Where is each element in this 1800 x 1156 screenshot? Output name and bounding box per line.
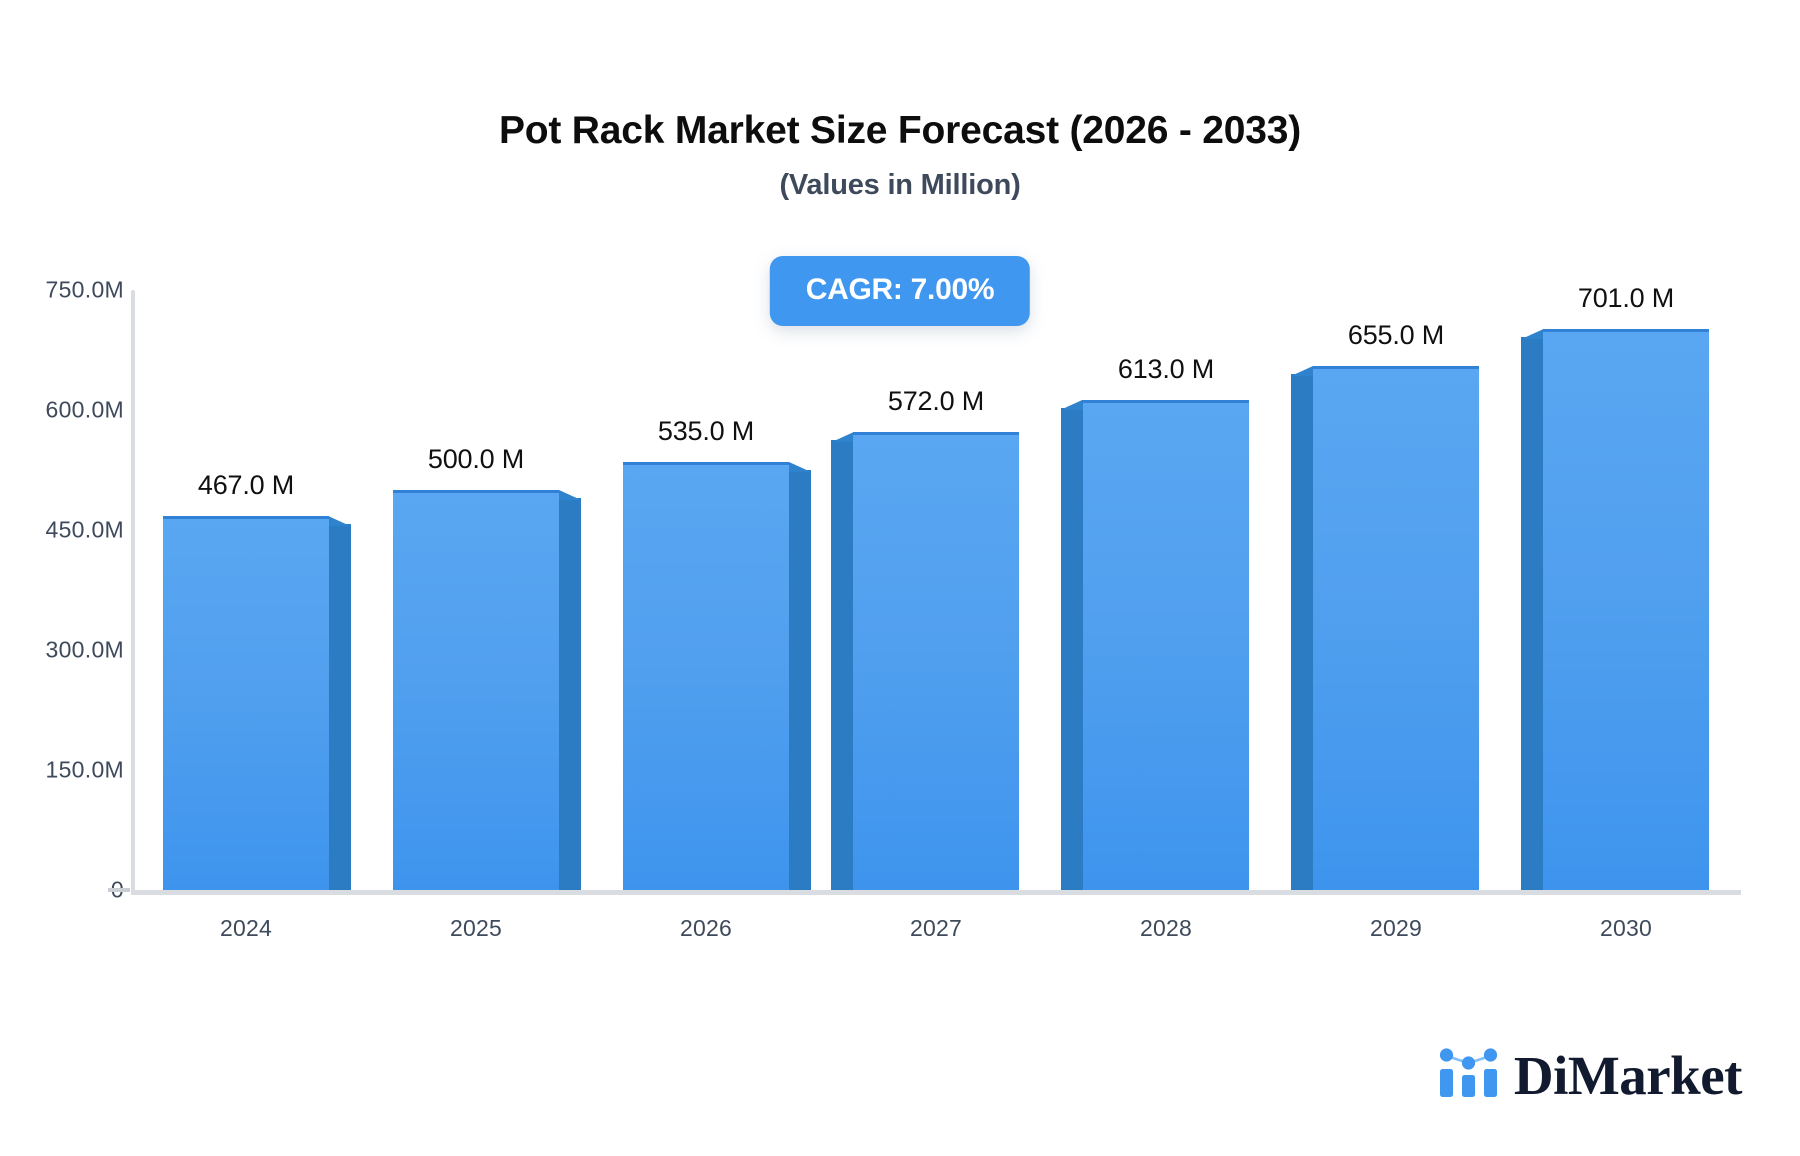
bar-value-label: 701.0 M <box>1577 283 1675 314</box>
bar-front-face <box>853 432 1019 890</box>
bar-side-face <box>329 524 351 890</box>
bar-side-face <box>1521 337 1543 890</box>
bar-top-bevel <box>1061 399 1083 410</box>
cagr-badge: CAGR: 7.00% <box>769 256 1031 326</box>
bar-front-face <box>1313 366 1479 890</box>
y-axis-tick-label: 450.0M <box>45 516 124 543</box>
x-axis-tick-label: 2030 <box>1600 915 1652 941</box>
bar-front-face <box>393 490 559 890</box>
brand-logo: DiMarket <box>1438 1045 1743 1106</box>
bar-value-label: 467.0 M <box>197 470 295 501</box>
x-axis-tick-label: 2026 <box>680 915 732 941</box>
bar-front-face <box>1543 329 1709 890</box>
y-axis-tick-label: 750.0M <box>45 276 124 303</box>
bar-side-face <box>559 498 581 890</box>
bar-value-label: 572.0 M <box>887 386 985 417</box>
bar-value-label: 655.0 M <box>1347 320 1445 350</box>
bar-front-face <box>1083 399 1249 890</box>
x-axis-tick-label: 2027 <box>910 915 962 941</box>
bar-front-face <box>163 516 329 890</box>
bars-layer: 467.0 M 2024 500.0 M 2025 535.0 M 2026 572.0 M… <box>131 0 1741 1156</box>
y-axis-tick-mark <box>108 888 130 892</box>
x-axis-line <box>131 890 1741 895</box>
x-axis-tick-label: 2024 <box>220 915 272 941</box>
page-subtitle: (Values in Million) <box>779 168 1021 201</box>
y-axis-tick-label: 300.0M <box>45 636 124 663</box>
page-title: Pot Rack Market Size Forecast (2026 - 20… <box>498 109 1302 152</box>
bar-top-bevel <box>1291 366 1313 376</box>
bar-value-label: 535.0 M <box>657 416 755 446</box>
bar-top-bevel <box>789 462 811 472</box>
bar-top-bevel <box>831 432 853 443</box>
bar-front-face <box>623 462 789 890</box>
bar-chart-line-icon <box>1438 1047 1500 1104</box>
x-axis-tick-label: 2029 <box>1370 915 1422 941</box>
title-block: Pot Rack Market Size Forecast (2026 - 20… <box>0 109 1800 202</box>
bar-side-face <box>1061 407 1083 890</box>
bar-top-bevel <box>1521 329 1543 340</box>
bar-side-face <box>789 470 811 890</box>
x-axis-tick-label: 2028 <box>1140 915 1192 941</box>
bar-top-bevel <box>559 490 581 500</box>
x-axis-tick-label: 2025 <box>450 915 502 941</box>
bar-top-bevel <box>329 516 351 527</box>
logo-text: DiMarket <box>1513 1045 1743 1106</box>
bar-value-label: 613.0 M <box>1117 353 1215 384</box>
y-axis-tick-label: 600.0M <box>45 396 124 423</box>
bar-side-face <box>831 440 853 890</box>
y-axis-line <box>131 290 135 893</box>
bar-side-face <box>1291 374 1313 890</box>
y-axis-tick-label: 150.0M <box>45 756 124 783</box>
bar-value-label: 500.0 M <box>427 444 525 474</box>
